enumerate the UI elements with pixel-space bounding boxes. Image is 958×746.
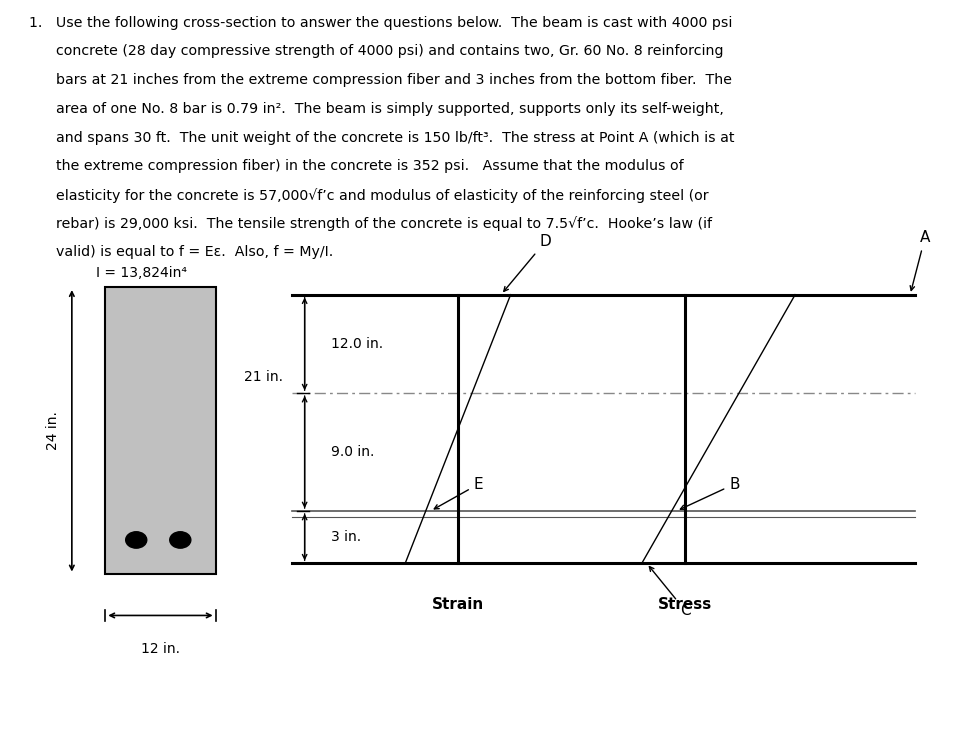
Circle shape (125, 532, 147, 548)
Text: elasticity for the concrete is 57,000√f’c and modulus of elasticity of the reinf: elasticity for the concrete is 57,000√f’… (29, 188, 708, 203)
Text: A: A (910, 231, 930, 290)
Text: valid) is equal to f = Eε.  Also, f = My/I.: valid) is equal to f = Eε. Also, f = My/… (29, 245, 333, 260)
Circle shape (170, 532, 191, 548)
Text: Stress: Stress (658, 597, 712, 612)
Text: C: C (650, 567, 691, 618)
Text: E: E (434, 477, 483, 509)
Text: concrete (28 day compressive strength of 4000 psi) and contains two, Gr. 60 No. : concrete (28 day compressive strength of… (29, 44, 723, 58)
Bar (105, 287, 216, 574)
Text: bars at 21 inches from the extreme compression fiber and 3 inches from the botto: bars at 21 inches from the extreme compr… (29, 73, 732, 87)
Text: D: D (504, 234, 551, 292)
Text: 12.0 in.: 12.0 in. (331, 337, 382, 351)
Text: area of one No. 8 bar is 0.79 in².  The beam is simply supported, supports only : area of one No. 8 bar is 0.79 in². The b… (29, 102, 723, 116)
Text: 12 in.: 12 in. (142, 642, 180, 656)
Text: rebar) is 29,000 ksi.  The tensile strength of the concrete is equal to 7.5√f’c.: rebar) is 29,000 ksi. The tensile streng… (29, 216, 712, 231)
Text: Strain: Strain (432, 597, 484, 612)
Text: 1.   Use the following cross-section to answer the questions below.  The beam is: 1. Use the following cross-section to an… (29, 16, 732, 30)
Text: B: B (680, 477, 740, 510)
Text: 24 in.: 24 in. (46, 411, 59, 451)
Text: and spans 30 ft.  The unit weight of the concrete is 150 lb/ft³.  The stress at : and spans 30 ft. The unit weight of the … (29, 131, 734, 145)
Text: 9.0 in.: 9.0 in. (331, 445, 374, 459)
Text: the extreme compression fiber) in the concrete is 352 psi.   Assume that the mod: the extreme compression fiber) in the co… (29, 160, 683, 173)
Text: 21 in.: 21 in. (243, 370, 283, 384)
Text: 3 in.: 3 in. (331, 530, 360, 544)
Text: I = 13,824in⁴: I = 13,824in⁴ (97, 266, 187, 280)
